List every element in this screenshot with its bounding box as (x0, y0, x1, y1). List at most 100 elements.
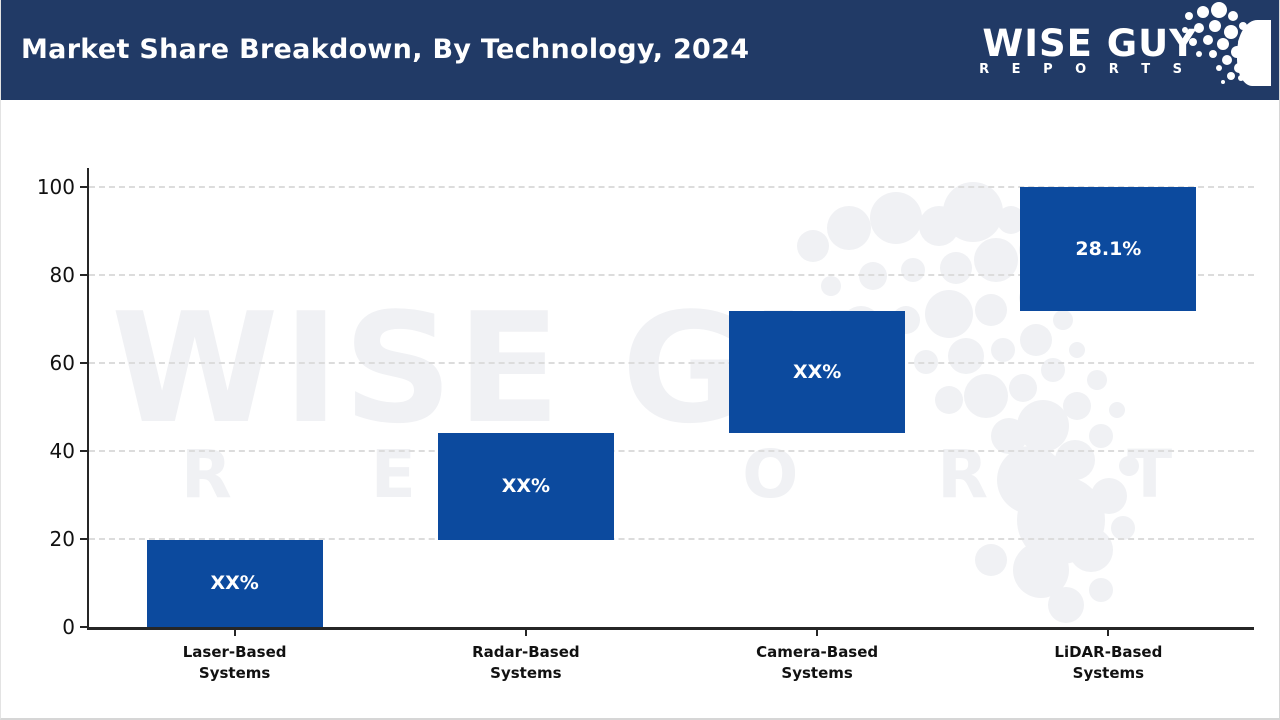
logo-face-profile (1237, 20, 1271, 86)
watermark-dot (975, 544, 1007, 576)
bar-radar-basedsystems: XX% (437, 432, 614, 540)
watermark-dot (1048, 587, 1084, 623)
watermark-dot (948, 338, 984, 374)
category-label: LiDAR-Based Systems (962, 642, 1254, 684)
category-label-line1: LiDAR-Based (1054, 643, 1163, 661)
category-label-line1: Radar-Based (472, 643, 580, 661)
y-axis-tick (80, 538, 89, 540)
y-axis-tick-label: 0 (62, 615, 75, 639)
gridline (89, 538, 1254, 540)
watermark-dot (1020, 324, 1052, 356)
logo-dot (1216, 65, 1222, 71)
y-axis-tick-label: 80 (49, 263, 75, 287)
watermark-dot (1069, 342, 1085, 358)
watermark-dot (1109, 402, 1125, 418)
watermark-dot (827, 206, 871, 250)
chart-canvas: WISE GU R E P O R T S 020406080100XX%Las… (1, 100, 1280, 718)
watermark-dot (1063, 392, 1091, 420)
watermark-dot (1089, 424, 1113, 448)
watermark-dot (1091, 478, 1127, 514)
watermark-dot (1089, 578, 1113, 602)
watermark-dot (1053, 310, 1073, 330)
logo-dot (1182, 27, 1188, 33)
watermark-dot (964, 374, 1008, 418)
header-banner: Market Share Breakdown, By Technology, 2… (1, 0, 1279, 100)
logo-wordmark: WISE GUY (982, 22, 1197, 65)
logo-dot (1227, 72, 1235, 80)
watermark-dot (1087, 370, 1107, 390)
y-axis-tick (80, 274, 89, 276)
category-label: Camera-Based Systems (671, 642, 963, 684)
logo-dot (1239, 22, 1247, 30)
category-label: Laser-Based Systems (89, 642, 381, 684)
y-axis-tick (80, 186, 89, 188)
logo-dot (1196, 51, 1202, 57)
bar-lidar-basedsystems: 28.1% (1020, 187, 1197, 311)
y-axis-tick (80, 626, 89, 628)
wise-guy-logo: WISE GUY R E P O R T S (979, 0, 1271, 100)
watermark-dot (940, 252, 972, 284)
bar-value-label: 28.1% (1075, 237, 1142, 260)
watermark-dot (859, 262, 887, 290)
watermark-dot (821, 276, 841, 296)
x-axis-tick (524, 630, 527, 636)
y-axis-tick-label: 20 (49, 527, 75, 551)
gridline (89, 362, 1254, 364)
page-title: Market Share Breakdown, By Technology, 2… (21, 34, 750, 65)
logo-dot (1222, 55, 1232, 65)
category-label-line1: Laser-Based (182, 643, 287, 661)
bar-camera-basedsystems: XX% (729, 310, 906, 433)
watermark-dot (935, 386, 963, 414)
logo-dot (1228, 11, 1238, 21)
face-dots-icon (1175, 0, 1271, 100)
logo-dot (1194, 23, 1204, 33)
logo-dot (1211, 2, 1227, 18)
watermark-dot (1069, 528, 1113, 572)
y-axis-tick (80, 450, 89, 452)
y-axis-tick (80, 362, 89, 364)
watermark-dot (1055, 440, 1095, 480)
category-label-line1: Camera-Based (756, 643, 879, 661)
watermark-dot (1111, 516, 1135, 540)
watermark-dot (997, 206, 1025, 234)
watermark-dot (1009, 374, 1037, 402)
y-axis-tick-label: 60 (49, 351, 75, 375)
bar-value-label: XX% (210, 572, 259, 595)
watermark-dot (870, 192, 922, 244)
y-axis-line (87, 168, 89, 629)
logo-dot (1189, 38, 1197, 46)
logo-subtext: R E P O R T S (979, 62, 1191, 77)
logo-dot (1217, 38, 1229, 50)
category-label: Radar-Based Systems (380, 642, 672, 684)
gridline (89, 450, 1254, 452)
bar-laser-basedsystems: XX% (146, 539, 323, 627)
logo-dot (1221, 80, 1225, 84)
bar-value-label: XX% (501, 475, 551, 498)
watermark-dot (1119, 456, 1139, 476)
x-axis-tick (816, 630, 819, 636)
x-axis-tick (1107, 630, 1110, 636)
gridline (89, 274, 1254, 276)
logo-dot (1197, 6, 1209, 18)
logo-dot (1185, 12, 1193, 20)
watermark-dot (925, 290, 973, 338)
y-axis-tick-label: 40 (49, 439, 75, 463)
category-label-line2: Systems (781, 664, 853, 682)
watermark-dot (901, 258, 925, 282)
bar-value-label: XX% (792, 360, 842, 383)
y-axis-tick-label: 100 (36, 175, 75, 199)
x-axis-tick (233, 630, 236, 636)
watermark-subtext: R E P O R T S (181, 436, 1280, 513)
logo-dot (1209, 50, 1217, 58)
watermark-dot (991, 338, 1015, 362)
watermark-dot (943, 182, 1003, 242)
watermark-dot (797, 230, 829, 262)
logo-dot (1203, 35, 1213, 45)
logo-dot (1224, 25, 1238, 39)
watermark-dot (1017, 400, 1069, 452)
category-label-line2: Systems (1072, 664, 1145, 682)
watermark-dot (975, 294, 1007, 326)
category-label-line2: Systems (490, 664, 562, 682)
logo-dot (1209, 20, 1221, 32)
